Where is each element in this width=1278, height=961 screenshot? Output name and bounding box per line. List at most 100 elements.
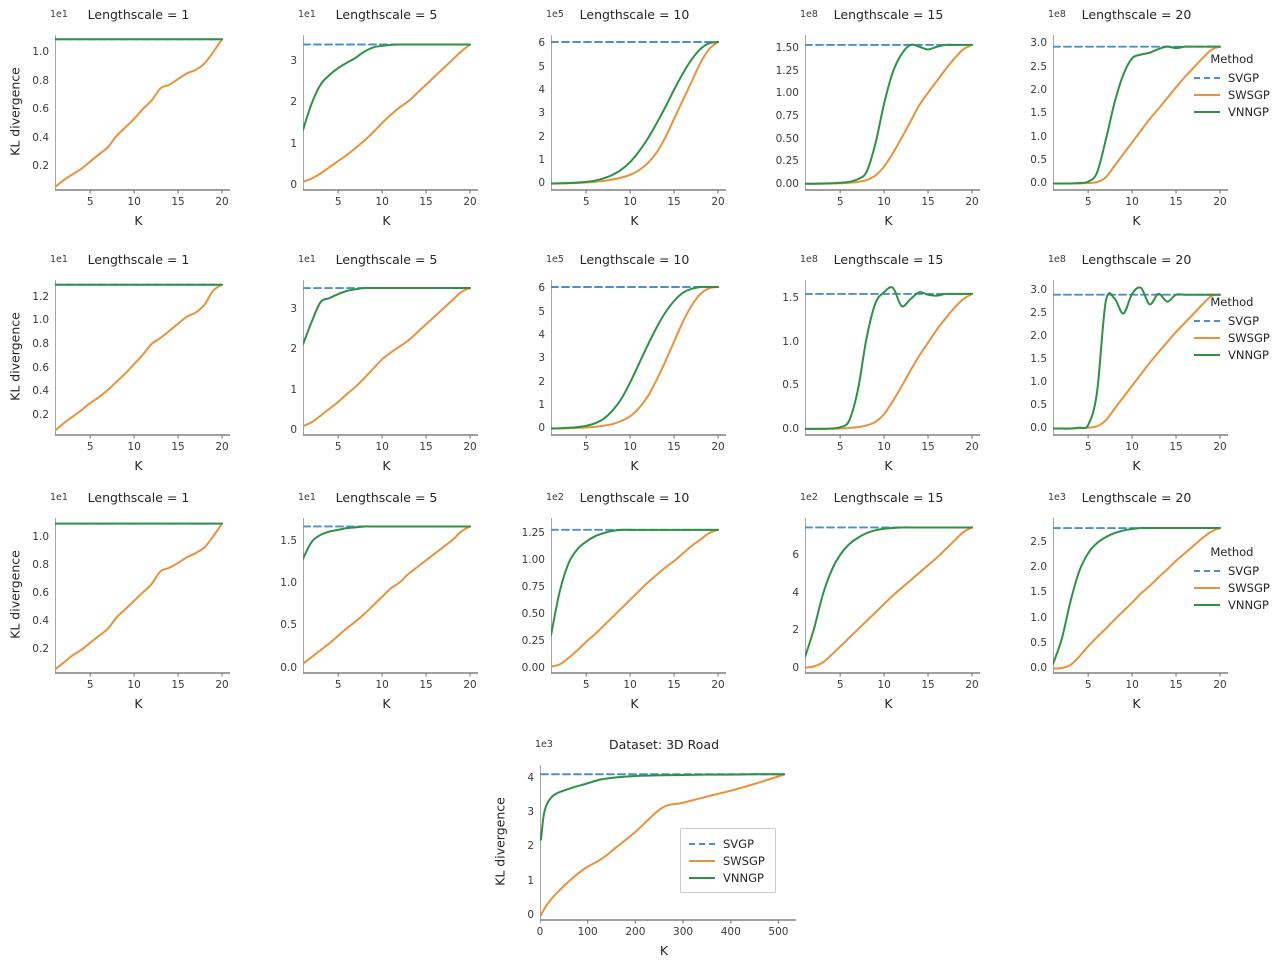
x-tick-label: 5 <box>334 679 342 691</box>
x-tick-label: 15 <box>921 441 935 453</box>
series-line-swsgp <box>551 285 719 430</box>
axis-spines <box>1053 35 1228 191</box>
legend-item-swsgp[interactable]: SWSGP <box>1194 329 1270 346</box>
y-tick-label: 2 <box>792 624 799 637</box>
x-tick-label: 20 <box>215 441 229 453</box>
y-tick-label: 2 <box>290 343 297 356</box>
legend-item-vnngp[interactable]: VNNGP <box>1194 596 1270 613</box>
series-line-vnngp <box>805 286 973 430</box>
panel-title: Lengthscale = 10 <box>579 7 690 22</box>
y-tick-label: 4 <box>538 83 545 96</box>
legend-item-vnngp[interactable]: VNNGP <box>1194 103 1270 120</box>
legend-item-svgp[interactable]: SVGP <box>1194 312 1270 329</box>
y-tick-label: 0.0 <box>1030 422 1047 435</box>
row-legend-1[interactable]: Method SVGP SWSGP VNNGP <box>1194 52 1270 120</box>
legend-label: SVGP <box>1228 70 1260 85</box>
y-tick-label: 0.00 <box>521 661 545 674</box>
y-tick-label: 1.5 <box>1030 353 1047 366</box>
x-tick-label: 10 <box>623 441 637 453</box>
y-tick-label: 3 <box>538 352 545 365</box>
y-tick-label: 0 <box>538 422 545 435</box>
x-tick-label: 20 <box>1213 679 1227 691</box>
legend-swatch-swsgp <box>689 855 715 867</box>
y-tick-label: 2.0 <box>1030 84 1047 97</box>
x-axis-label: K <box>1132 213 1141 228</box>
legend-item-swsgp[interactable]: SWSGP <box>1194 579 1270 596</box>
y-tick-label: 3 <box>527 806 534 818</box>
legend-item-swsgp[interactable]: SWSGP <box>689 852 765 869</box>
y-tick-label: 0.50 <box>775 132 799 145</box>
panel-title: Lengthscale = 15 <box>833 490 944 505</box>
plot-panel-r1c2: Lengthscale = 5 1e1 0 1 2 3 5 10 15 20 K <box>248 5 478 230</box>
y-tick-label: 1.0 <box>1030 611 1047 624</box>
legend-item-svgp[interactable]: SVGP <box>689 835 765 852</box>
x-tick-label: 5 <box>1084 679 1092 691</box>
row-legend-3[interactable]: Method SVGP SWSGP VNNGP <box>1194 545 1270 613</box>
x-tick-label: 15 <box>419 679 433 691</box>
y-tick-label: 0.0 <box>1030 661 1047 674</box>
axes-area <box>551 518 732 683</box>
axes-area <box>551 280 732 445</box>
x-tick-label: 300 <box>673 926 694 938</box>
legend-label: SVGP <box>723 836 755 851</box>
panel-title: Lengthscale = 20 <box>1081 7 1192 22</box>
y-tick-label: 1.0 <box>32 46 49 59</box>
x-axis-label: K <box>134 458 143 473</box>
series-line-vnngp <box>1053 286 1221 430</box>
x-tick-label: 15 <box>419 441 433 453</box>
y-tick-label: 4 <box>792 586 799 599</box>
x-axis-label: K <box>1132 458 1141 473</box>
plot-panel-r2c3: Lengthscale = 10 1e5 0 1 2 3 4 5 6 5 10 15 20 K <box>496 250 726 475</box>
y-tick-label: 1.5 <box>782 292 799 305</box>
x-tick-label: 20 <box>463 196 477 208</box>
y-tick-label: 3.0 <box>1030 284 1047 297</box>
legend-swatch-swsgp <box>1194 332 1220 344</box>
x-axis-label: K <box>659 943 669 958</box>
legend-item-vnngp[interactable]: VNNGP <box>1194 346 1270 363</box>
legend-label: SVGP <box>1228 313 1260 328</box>
series-line-swsgp <box>55 38 223 189</box>
legend-label: SWSGP <box>723 853 765 868</box>
y-tick-label: 1.00 <box>521 554 545 567</box>
y-tick-label: 0.0 <box>280 661 297 674</box>
y-tick-label: 6 <box>538 37 545 50</box>
legend-item-svgp[interactable]: SVGP <box>1194 69 1270 86</box>
axis-exponent-label: 1e8 <box>800 254 818 265</box>
axis-exponent-label: 1e3 <box>1048 492 1066 503</box>
axis-spines <box>1053 518 1228 674</box>
series-line-vnngp <box>303 525 471 560</box>
x-tick-label: 10 <box>1125 441 1139 453</box>
legend-swatch-svgp <box>689 838 715 850</box>
x-tick-label: 5 <box>86 196 94 208</box>
series-line-swsgp <box>303 287 471 428</box>
x-tick-label: 10 <box>1125 196 1139 208</box>
x-tick-label: 15 <box>667 196 681 208</box>
legend-swatch-vnngp <box>1194 106 1220 118</box>
axis-exponent-label: 1e1 <box>50 254 68 265</box>
y-tick-label: 1.2 <box>32 290 49 303</box>
x-tick-label: 15 <box>171 679 185 691</box>
series-line-vnngp <box>1053 526 1221 665</box>
legend-label: SWSGP <box>1228 580 1270 595</box>
y-tick-label: 5 <box>538 305 545 318</box>
x-tick-label: 10 <box>623 196 637 208</box>
x-tick-label: 10 <box>1125 679 1139 691</box>
series-line-swsgp <box>303 43 471 183</box>
legend-label: VNNGP <box>1228 597 1269 612</box>
axes-area <box>55 280 236 445</box>
legend-label: SVGP <box>1228 563 1260 578</box>
panel-title: Lengthscale = 20 <box>1081 490 1192 505</box>
y-tick-label: 1 <box>538 153 545 166</box>
y-tick-label: 0.6 <box>32 586 49 599</box>
y-tick-label: 0.5 <box>1030 399 1047 412</box>
row-legend-2[interactable]: Method SVGP SWSGP VNNGP <box>1194 295 1270 363</box>
y-tick-label: 1.0 <box>280 577 297 590</box>
y-tick-label: 0 <box>527 908 534 921</box>
axis-exponent-label: 1e3 <box>535 739 553 750</box>
x-tick-label: 0 <box>536 926 544 938</box>
panel-legend[interactable]: SVGP SWSGP VNNGP <box>680 828 776 893</box>
y-tick-label: 1.5 <box>280 534 297 547</box>
legend-item-swsgp[interactable]: SWSGP <box>1194 86 1270 103</box>
legend-item-vnngp[interactable]: VNNGP <box>689 869 765 886</box>
legend-item-svgp[interactable]: SVGP <box>1194 562 1270 579</box>
